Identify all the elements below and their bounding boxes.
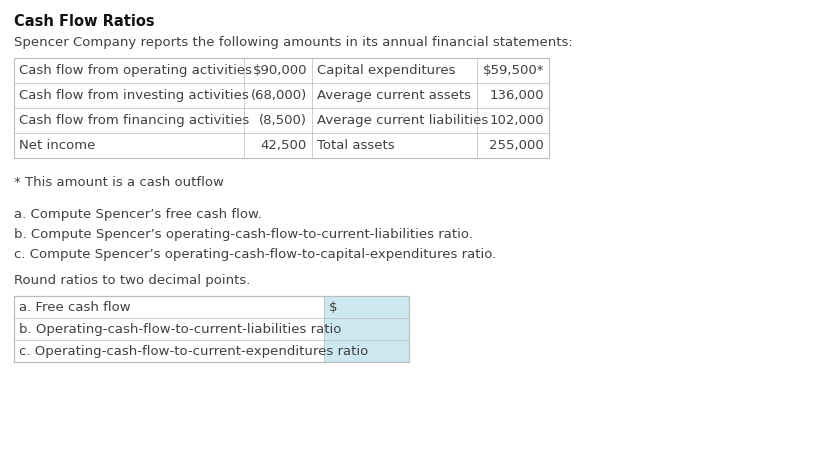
Text: 136,000: 136,000 [490,89,544,102]
Text: b. Operating-cash-flow-to-current-liabilities ratio: b. Operating-cash-flow-to-current-liabil… [19,323,341,335]
Text: Round ratios to two decimal points.: Round ratios to two decimal points. [14,274,250,287]
Text: c. Compute Spencer’s operating-cash-flow-to-capital-expenditures ratio.: c. Compute Spencer’s operating-cash-flow… [14,248,496,261]
Text: $90,000: $90,000 [253,64,307,77]
Text: $: $ [329,300,338,314]
Bar [14,296,409,362]
Text: Net income: Net income [19,139,96,152]
Text: Cash flow from operating activities: Cash flow from operating activities [19,64,252,77]
Text: 255,000: 255,000 [489,139,544,152]
Bar [14,58,549,158]
Text: (8,500): (8,500) [259,114,307,127]
Text: a. Compute Spencer’s free cash flow.: a. Compute Spencer’s free cash flow. [14,208,262,221]
Text: Cash Flow Ratios: Cash Flow Ratios [14,14,155,29]
Text: Spencer Company reports the following amounts in its annual financial statements: Spencer Company reports the following am… [14,36,573,49]
Text: Cash flow from investing activities: Cash flow from investing activities [19,89,249,102]
Text: 102,000: 102,000 [490,114,544,127]
Text: Cash flow from financing activities: Cash flow from financing activities [19,114,249,127]
Text: Capital expenditures: Capital expenditures [317,64,455,77]
Text: Total assets: Total assets [317,139,395,152]
Text: c. Operating-cash-flow-to-current-expenditures ratio: c. Operating-cash-flow-to-current-expend… [19,344,368,358]
Text: * This amount is a cash outflow: * This amount is a cash outflow [14,176,224,189]
Text: $59,500*: $59,500* [482,64,544,77]
Text: Average current liabilities: Average current liabilities [317,114,488,127]
Text: (68,000): (68,000) [251,89,307,102]
Text: Average current assets: Average current assets [317,89,471,102]
Bar [14,296,409,362]
Bar [324,296,409,362]
Text: b. Compute Spencer’s operating-cash-flow-to-current-liabilities ratio.: b. Compute Spencer’s operating-cash-flow… [14,228,473,241]
Text: a. Free cash flow: a. Free cash flow [19,300,131,314]
Text: 42,500: 42,500 [260,139,307,152]
